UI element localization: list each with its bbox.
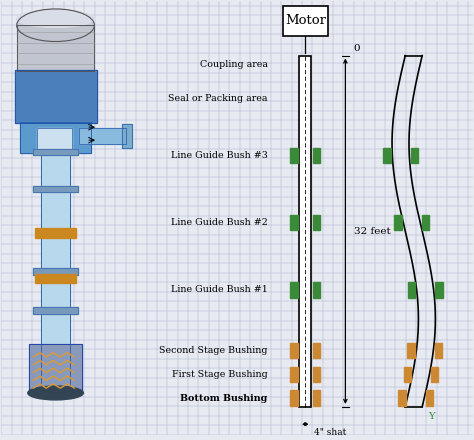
Bar: [313, 282, 320, 297]
Bar: [313, 390, 320, 406]
Bar: [435, 343, 442, 358]
Bar: [394, 215, 402, 231]
Bar: [299, 55, 311, 407]
Bar: [313, 215, 320, 231]
Bar: [36, 274, 76, 283]
Bar: [403, 367, 411, 382]
Bar: [290, 147, 298, 163]
Bar: [36, 128, 72, 150]
Bar: [422, 215, 429, 231]
Bar: [29, 344, 82, 392]
Bar: [34, 186, 78, 192]
Bar: [313, 147, 320, 163]
Text: Second Stage Bushing: Second Stage Bushing: [159, 346, 268, 355]
Bar: [20, 122, 91, 153]
Ellipse shape: [17, 10, 94, 27]
Text: 32 feet: 32 feet: [354, 227, 391, 236]
Text: 4" shat: 4" shat: [314, 428, 346, 437]
Text: Seal or Packing area: Seal or Packing area: [168, 95, 268, 103]
Text: Line Guide Bush #2: Line Guide Bush #2: [171, 218, 268, 227]
Bar: [290, 367, 298, 382]
Bar: [79, 128, 126, 144]
Bar: [426, 390, 433, 406]
Text: Coupling area: Coupling area: [200, 60, 268, 69]
Text: Bottom Bushing: Bottom Bushing: [181, 394, 268, 403]
Bar: [290, 282, 298, 297]
Bar: [34, 186, 78, 192]
Bar: [408, 282, 415, 297]
Bar: [36, 228, 76, 238]
Bar: [34, 149, 78, 155]
Ellipse shape: [28, 386, 83, 400]
Bar: [79, 128, 126, 144]
Bar: [15, 70, 97, 123]
Text: Line Guide Bush #1: Line Guide Bush #1: [171, 285, 268, 294]
Text: First Stage Bushing: First Stage Bushing: [172, 370, 268, 379]
Bar: [290, 343, 298, 358]
Bar: [290, 215, 298, 231]
Bar: [121, 124, 132, 148]
Text: Line Guide Bush #3: Line Guide Bush #3: [171, 151, 268, 160]
Bar: [15, 70, 97, 123]
Bar: [17, 25, 94, 71]
Bar: [34, 268, 78, 275]
Bar: [29, 344, 82, 392]
Bar: [431, 367, 438, 382]
Bar: [313, 343, 320, 358]
Bar: [313, 367, 320, 382]
Bar: [34, 149, 78, 155]
Bar: [36, 128, 72, 150]
Text: 0: 0: [354, 44, 361, 53]
Bar: [20, 122, 91, 153]
Bar: [121, 124, 132, 148]
Bar: [398, 390, 406, 406]
Bar: [34, 307, 78, 314]
Bar: [408, 343, 415, 358]
Bar: [283, 6, 328, 36]
Bar: [410, 147, 418, 163]
Bar: [41, 152, 70, 394]
Ellipse shape: [17, 9, 94, 41]
Bar: [290, 390, 298, 406]
Text: Y: Y: [428, 412, 434, 421]
Bar: [17, 25, 94, 71]
Bar: [383, 147, 391, 163]
Text: Motor: Motor: [285, 15, 326, 27]
Bar: [41, 152, 70, 394]
Bar: [34, 268, 78, 275]
Bar: [34, 307, 78, 314]
Bar: [435, 282, 443, 297]
